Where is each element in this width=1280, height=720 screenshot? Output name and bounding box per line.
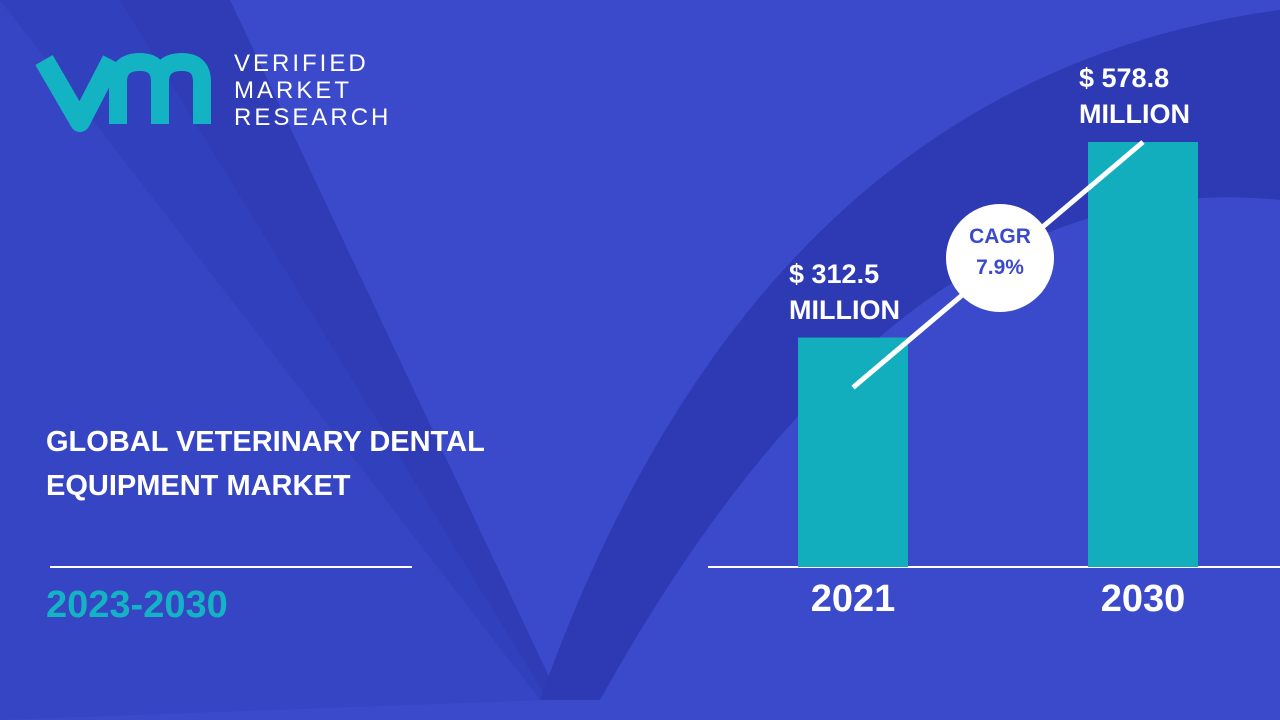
logo-text: MARKET <box>234 77 353 104</box>
bar <box>1088 142 1198 567</box>
chart-title: GLOBAL VETERINARY DENTAL EQUIPMENT MARKE… <box>46 426 485 502</box>
logo-text: RESEARCH <box>234 104 392 131</box>
value-label: $ 312.5 MILLION <box>789 258 900 325</box>
value-label: $ 578.8 MILLION <box>1079 63 1190 129</box>
x-tick-label: 2021 <box>810 578 896 620</box>
cagr-badge <box>946 204 1054 312</box>
logo-mr <box>109 52 211 124</box>
logo-v <box>35 54 121 132</box>
logo-text: VERIFIED <box>234 50 369 77</box>
x-tick-label: 2030 <box>1100 578 1186 620</box>
bar <box>798 337 908 567</box>
cagr-label: CAGR <box>969 225 1031 248</box>
period: 2023-2030 <box>46 584 228 626</box>
v-shape-shade <box>0 0 548 720</box>
cagr-value: 7.9% <box>976 256 1024 279</box>
